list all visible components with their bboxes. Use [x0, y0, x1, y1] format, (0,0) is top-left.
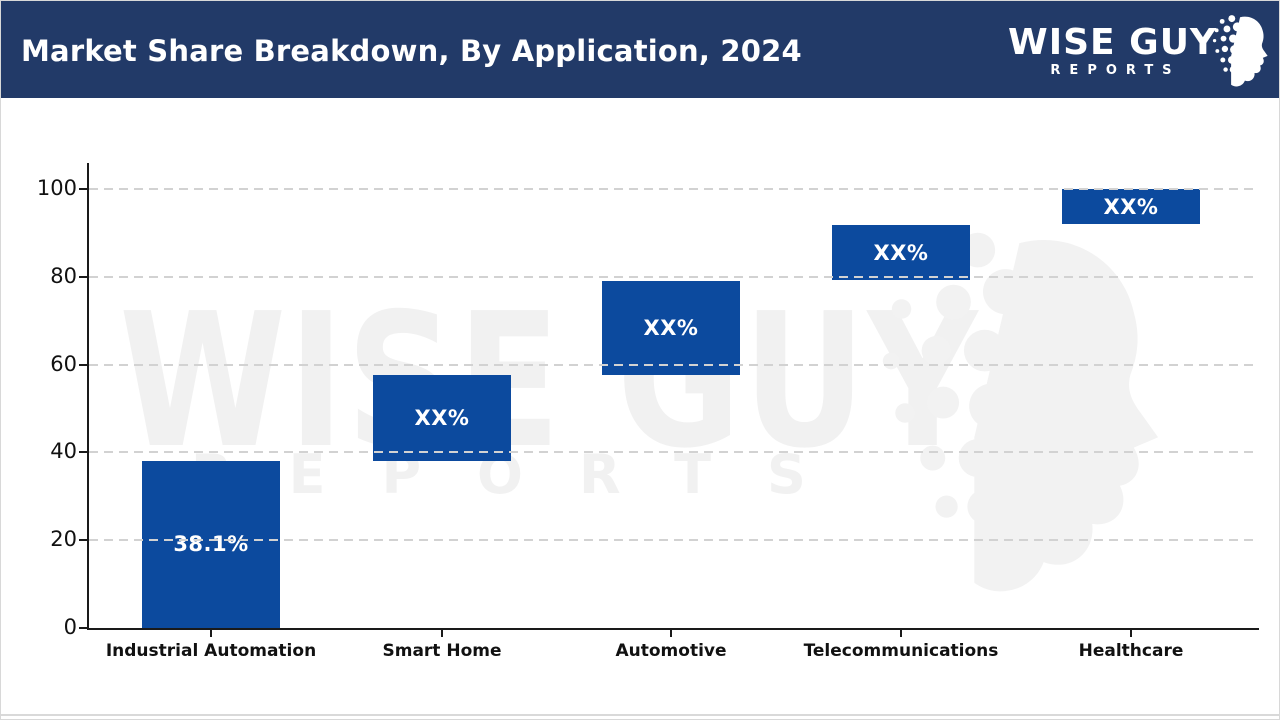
gridline-40 — [89, 451, 1259, 454]
y-tick-mark — [79, 539, 87, 542]
y-tick-label-0: 0 — [63, 615, 77, 639]
bar-value-label: XX% — [414, 405, 470, 430]
y-tick-mark — [79, 627, 87, 629]
x-tick-mark — [210, 630, 212, 637]
y-tick-label-60: 60 — [50, 351, 77, 376]
x-tick-mark — [1130, 630, 1132, 637]
x-tick-mark — [441, 630, 443, 637]
y-tick-mark — [79, 363, 87, 366]
wiseguy-logo: WISE GUY REPORTS — [1008, 9, 1269, 93]
y-tick-mark — [79, 451, 87, 454]
logo-subtitle: REPORTS — [1050, 63, 1181, 79]
x-category-label-healthcare: Healthcare — [1078, 641, 1184, 661]
bar-telecommunications: XX% — [832, 224, 970, 281]
x-tick-mark — [670, 630, 672, 637]
x-axis-line — [87, 628, 1259, 630]
bar-value-label: 38.1% — [173, 532, 249, 557]
y-tick-label-40: 40 — [50, 439, 77, 464]
wiseguy-logo-text: WISE GUY REPORTS — [1007, 21, 1217, 79]
y-axis-line — [87, 163, 89, 630]
y-tick-mark — [79, 275, 87, 278]
page-title: Market Share Breakdown, By Application, … — [21, 34, 802, 68]
bar-value-label: XX% — [643, 316, 699, 341]
y-tick-mark — [79, 188, 87, 190]
bar-industrial-automation: 38.1% — [142, 460, 280, 628]
logo-wordmark: WISE GUY — [1007, 21, 1217, 63]
y-tick-label-100: 100 — [36, 176, 77, 200]
header-bar: Market Share Breakdown, By Application, … — [1, 1, 1279, 98]
bar-automotive: XX% — [602, 281, 740, 376]
x-category-label-smart-home: Smart Home — [382, 641, 502, 661]
gridline-80 — [89, 275, 1259, 278]
watermark-wordmark: WISE GUY — [119, 273, 980, 489]
bar-smart-home: XX% — [373, 375, 511, 461]
gridline-20 — [89, 539, 1259, 542]
gridline-100 — [89, 188, 1259, 190]
y-tick-label-80: 80 — [50, 263, 77, 288]
x-tick-mark — [900, 630, 902, 637]
x-category-label-industrial-automation: Industrial Automation — [105, 641, 317, 661]
bar-healthcare: XX% — [1062, 189, 1200, 225]
gridline-60 — [89, 363, 1259, 366]
bar-value-label: XX% — [1103, 194, 1159, 219]
footer-divider — [1, 714, 1279, 716]
bar-value-label: XX% — [873, 240, 929, 265]
x-category-label-telecommunications: Telecommunications — [803, 641, 999, 661]
x-category-label-automotive: Automotive — [615, 641, 727, 661]
y-tick-label-20: 20 — [50, 527, 77, 552]
